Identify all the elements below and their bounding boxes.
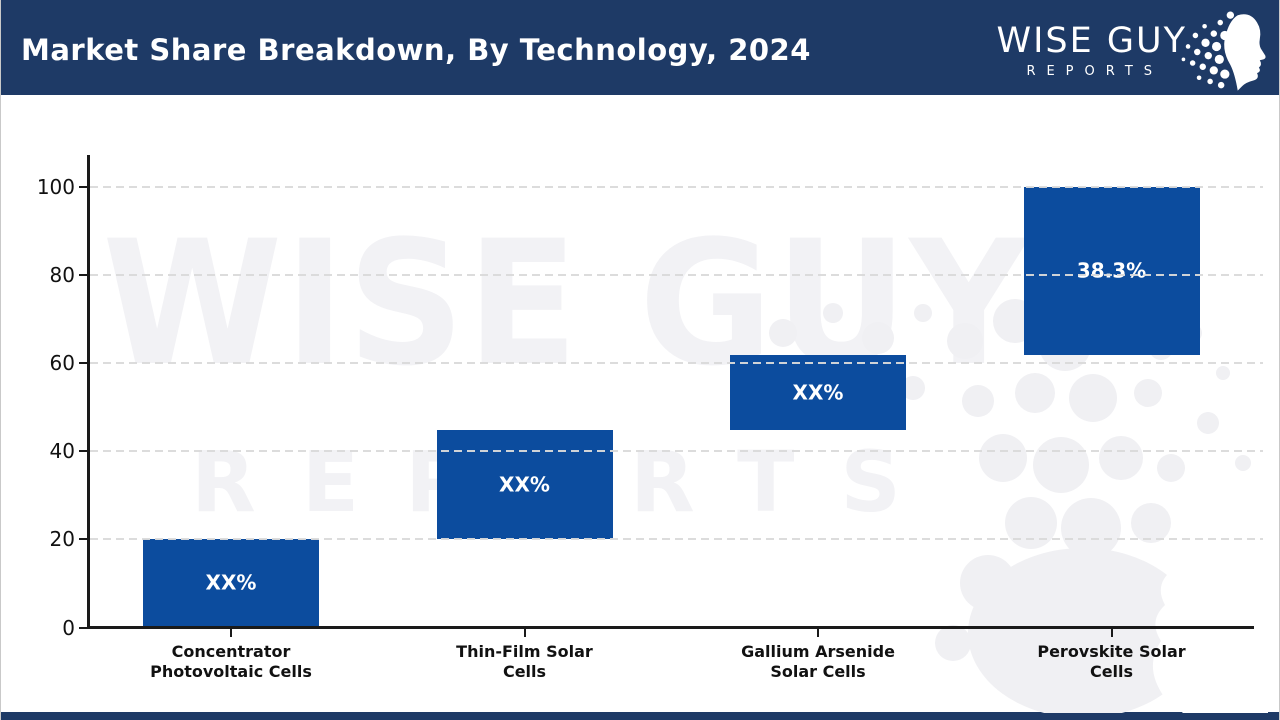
y-tick-label: 80	[49, 262, 75, 287]
bar-segment: XX%	[730, 355, 906, 431]
y-tick-label: 100	[36, 174, 75, 199]
header-bar: Market Share Breakdown, By Technology, 2…	[1, 0, 1279, 95]
x-category-label: Gallium Arsenide Solar Cells	[741, 642, 895, 681]
bar-segment: 38.3%	[1023, 186, 1200, 356]
logo-head-icon	[1181, 11, 1266, 91]
x-category-label: Thin-Film Solar Cells	[456, 642, 593, 681]
y-tick-mark	[79, 538, 87, 541]
bar-value-label: XX%	[499, 472, 550, 497]
x-tick-mark	[1110, 628, 1113, 637]
bar-value-label: XX%	[792, 380, 844, 405]
gridline	[90, 538, 1263, 541]
footer-bar	[1, 712, 1279, 720]
y-tick-label: 20	[49, 527, 75, 552]
bar-segment: XX%	[143, 539, 319, 628]
x-tick-mark	[523, 628, 526, 637]
y-tick-mark	[79, 361, 87, 364]
y-axis-line	[87, 155, 90, 629]
x-tick-mark	[817, 628, 819, 637]
y-tick-mark	[79, 273, 87, 276]
x-category-label: Perovskite Solar Cells	[1037, 642, 1186, 681]
bar-value-label: 38.3%	[1076, 258, 1147, 283]
x-axis-line	[87, 626, 1254, 629]
y-tick-mark	[79, 185, 87, 188]
gridline	[90, 450, 1263, 453]
watermark-face-icon	[769, 299, 1268, 713]
chart-title: Market Share Breakdown, By Technology, 2…	[21, 33, 811, 67]
y-tick-mark	[79, 450, 87, 453]
x-category-label: Concentrator Photovoltaic Cells	[150, 642, 312, 681]
bar-segment: XX%	[436, 430, 613, 540]
gridline	[90, 361, 1263, 364]
y-tick-mark	[79, 626, 87, 629]
x-tick-mark	[230, 628, 232, 637]
logo-wordmark: WISE GUY	[996, 21, 1187, 61]
gridline	[90, 185, 1263, 188]
logo-tagline: REPORTS	[1026, 64, 1164, 79]
brand-logo: WISE GUY REPORTS	[996, 5, 1266, 91]
y-tick-label: 0	[62, 615, 75, 640]
y-tick-label: 60	[49, 350, 75, 375]
bar-value-label: XX%	[205, 570, 257, 595]
gridline	[90, 273, 1263, 276]
y-tick-label: 40	[49, 439, 75, 464]
